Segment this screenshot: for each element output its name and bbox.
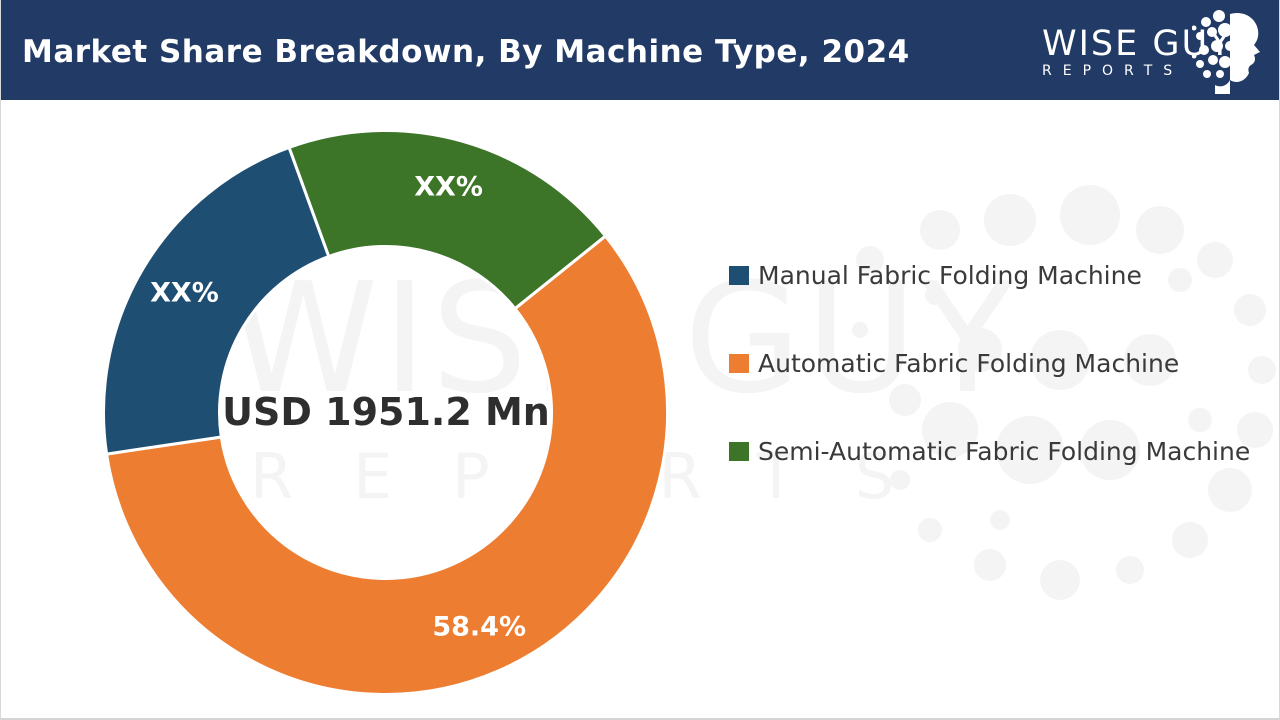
page-title: Market Share Breakdown, By Machine Type,… bbox=[22, 34, 910, 70]
legend-label: Automatic Fabric Folding Machine bbox=[758, 348, 1180, 378]
logo-wordmark: WISE GUY bbox=[1042, 24, 1233, 64]
donut-slice bbox=[105, 234, 669, 696]
head-profile-icon bbox=[1192, 10, 1260, 94]
chart-area: WISE GUY REPORTS XX%58.4%XX% USD 1951.2 … bbox=[0, 100, 1280, 720]
legend-item: Automatic Fabric Folding Machine bbox=[729, 345, 1250, 381]
logo-text: WISE GUY REPORTS bbox=[1042, 26, 1233, 79]
chart-legend: Manual Fabric Folding Machine Automatic F… bbox=[729, 257, 1250, 521]
donut-slice bbox=[287, 129, 608, 311]
donut-slice bbox=[102, 146, 331, 456]
logo-subtitle: REPORTS bbox=[1042, 63, 1184, 79]
chart-center-value: USD 1951.2 Mn bbox=[222, 390, 550, 434]
header: Market Share Breakdown, By Machine Type,… bbox=[0, 0, 1280, 100]
legend-swatch bbox=[729, 265, 749, 285]
slice-percent-label: XX% bbox=[150, 277, 219, 308]
slice-percent-label: XX% bbox=[414, 172, 483, 203]
donut-chart: XX% 58.4% XX% bbox=[102, 129, 669, 696]
legend-swatch bbox=[729, 441, 749, 461]
legend-label: Manual Fabric Folding Machine bbox=[758, 260, 1142, 290]
legend-item: Semi-Automatic Fabric Folding Machine bbox=[729, 433, 1250, 469]
slice-percent-label: 58.4% bbox=[432, 611, 526, 642]
wiseguy-logo: WISE GUY REPORTS bbox=[1014, 6, 1264, 94]
legend-item: Manual Fabric Folding Machine bbox=[729, 257, 1250, 293]
legend-label: Semi-Automatic Fabric Folding Machine bbox=[758, 436, 1251, 466]
legend-swatch bbox=[729, 353, 749, 373]
